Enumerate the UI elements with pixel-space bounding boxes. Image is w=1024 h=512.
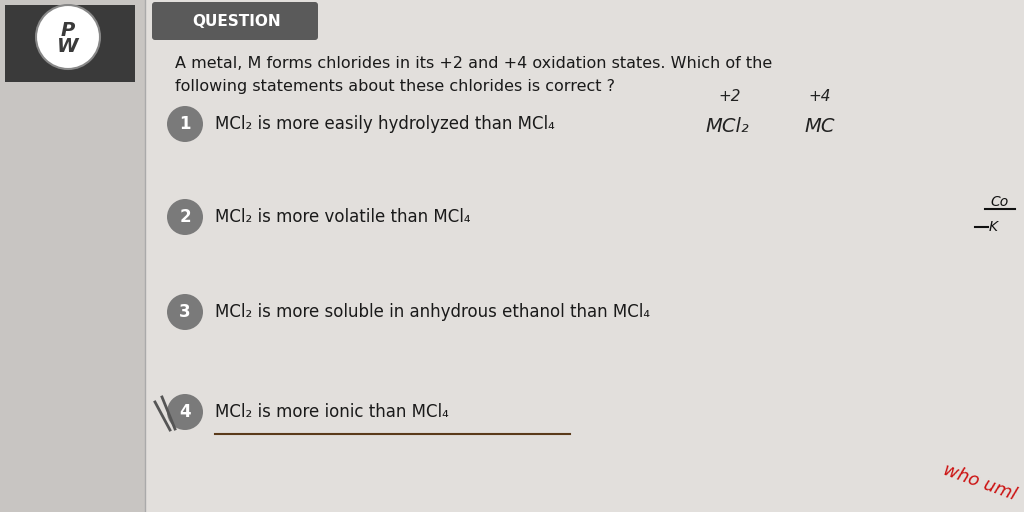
Text: +2: +2 bbox=[719, 89, 741, 104]
Text: MCl₂ is more soluble in anhydrous ethanol than MCl₄: MCl₂ is more soluble in anhydrous ethano… bbox=[215, 303, 650, 321]
Circle shape bbox=[36, 5, 100, 69]
Circle shape bbox=[167, 394, 203, 430]
FancyBboxPatch shape bbox=[152, 2, 318, 40]
Text: W: W bbox=[57, 37, 79, 56]
Text: QUESTION: QUESTION bbox=[193, 13, 282, 29]
Text: 3: 3 bbox=[179, 303, 190, 321]
Circle shape bbox=[167, 294, 203, 330]
Text: MCl₂ is more ionic than MCl₄: MCl₂ is more ionic than MCl₄ bbox=[215, 403, 449, 421]
Text: 1: 1 bbox=[179, 115, 190, 133]
FancyBboxPatch shape bbox=[145, 0, 1024, 512]
Text: MCl₂ is more volatile than MCl₄: MCl₂ is more volatile than MCl₄ bbox=[215, 208, 470, 226]
Text: A metal, M forms chlorides in its +2 and +4 oxidation states. Which of the: A metal, M forms chlorides in its +2 and… bbox=[175, 56, 772, 72]
FancyBboxPatch shape bbox=[5, 5, 135, 82]
Polygon shape bbox=[0, 0, 145, 512]
Circle shape bbox=[167, 199, 203, 235]
Text: 4: 4 bbox=[179, 403, 190, 421]
Text: MC: MC bbox=[805, 117, 836, 137]
Text: following statements about these chlorides is correct ?: following statements about these chlorid… bbox=[175, 78, 615, 94]
Text: MCl₂: MCl₂ bbox=[706, 117, 749, 137]
Text: Co: Co bbox=[991, 195, 1009, 209]
Circle shape bbox=[167, 106, 203, 142]
Text: K: K bbox=[988, 220, 997, 234]
Text: who uml: who uml bbox=[941, 460, 1019, 504]
Text: MCl₂ is more easily hydrolyzed than MCl₄: MCl₂ is more easily hydrolyzed than MCl₄ bbox=[215, 115, 555, 133]
Text: 2: 2 bbox=[179, 208, 190, 226]
Text: +4: +4 bbox=[809, 89, 831, 104]
Text: P: P bbox=[60, 20, 75, 39]
